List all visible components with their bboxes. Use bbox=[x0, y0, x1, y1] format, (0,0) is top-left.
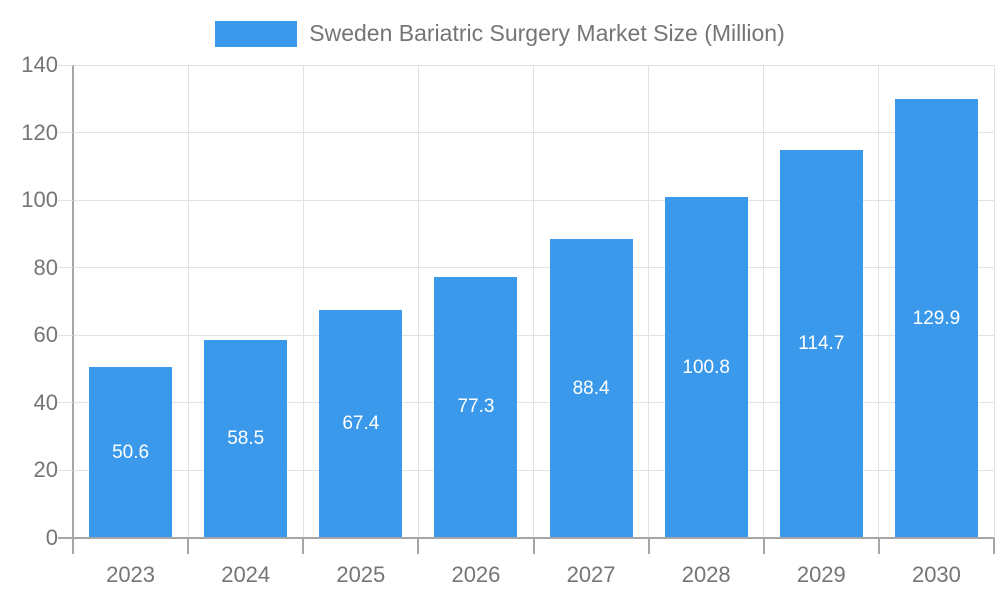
bar-value-label: 88.4 bbox=[572, 377, 610, 399]
bar[interactable]: 50.6 bbox=[89, 367, 173, 538]
x-gridline bbox=[533, 65, 534, 538]
bar-value-label: 50.6 bbox=[112, 441, 150, 463]
plot-area: 50.6 58.5 67.4 77.3 88.4 100.8 114.7 129.9 bbox=[73, 64, 995, 538]
x-tick-mark bbox=[762, 538, 765, 554]
y-axis-line bbox=[72, 65, 74, 538]
x-tick-mark bbox=[647, 538, 650, 554]
y-tick-label: 140 bbox=[21, 52, 58, 77]
y-tick-mark bbox=[58, 267, 73, 269]
x-tick-label: 2025 bbox=[336, 562, 386, 587]
y-tick-label: 0 bbox=[45, 525, 58, 550]
y-tick-mark bbox=[58, 199, 73, 201]
bar-value-label: 58.5 bbox=[227, 428, 265, 450]
bar-value-label: 67.4 bbox=[342, 413, 380, 435]
x-tick-mark bbox=[302, 538, 305, 554]
x-tick-label: 2027 bbox=[566, 562, 616, 587]
legend[interactable]: Sweden Bariatric Surgery Market Size (Mi… bbox=[0, 20, 1000, 47]
x-tick-mark bbox=[877, 538, 880, 554]
x-tick-label: 2024 bbox=[221, 562, 271, 587]
bar-value-label: 114.7 bbox=[798, 333, 845, 355]
x-gridline bbox=[417, 65, 419, 538]
x-gridline bbox=[993, 65, 995, 538]
y-tick-mark bbox=[58, 64, 73, 66]
y-tick-mark bbox=[58, 132, 73, 134]
bar-value-label: 77.3 bbox=[457, 396, 495, 418]
x-gridline bbox=[187, 65, 189, 538]
x-gridline bbox=[302, 65, 304, 538]
x-tick-mark bbox=[993, 538, 995, 554]
y-tick-mark bbox=[58, 402, 73, 404]
bar-value-label: 129.9 bbox=[912, 307, 961, 329]
y-tick-label: 20 bbox=[33, 457, 58, 483]
legend-swatch bbox=[215, 20, 298, 47]
bar[interactable]: 67.4 bbox=[319, 310, 403, 538]
bar-value-label: 100.8 bbox=[682, 356, 730, 378]
y-tick-label: 80 bbox=[33, 254, 58, 280]
bar[interactable]: 129.9 bbox=[894, 99, 978, 538]
bar[interactable]: 58.5 bbox=[204, 340, 288, 538]
legend-label: Sweden Bariatric Surgery Market Size (Mi… bbox=[309, 20, 785, 46]
x-tick-label: 2030 bbox=[911, 562, 961, 587]
y-tick-label: 100 bbox=[21, 187, 58, 213]
x-gridline bbox=[878, 65, 880, 538]
x-tick-mark bbox=[417, 538, 420, 554]
x-tick-mark bbox=[187, 538, 190, 554]
x-tick-label: 2028 bbox=[681, 562, 731, 587]
y-tick-label: 40 bbox=[33, 389, 58, 415]
bar[interactable]: 77.3 bbox=[434, 276, 518, 538]
y-tick-label: 60 bbox=[33, 322, 58, 348]
x-gridline bbox=[763, 65, 765, 538]
x-tick-mark bbox=[72, 538, 74, 554]
x-tick-mark bbox=[532, 538, 535, 554]
x-gridline bbox=[648, 65, 650, 538]
y-tick-mark bbox=[58, 469, 73, 471]
y-tick-mark bbox=[58, 334, 73, 336]
bar[interactable]: 88.4 bbox=[549, 239, 633, 538]
bar[interactable]: 114.7 bbox=[779, 150, 863, 538]
x-tick-label: 2023 bbox=[106, 562, 156, 587]
bar[interactable]: 100.8 bbox=[664, 197, 748, 538]
x-tick-label: 2026 bbox=[451, 562, 501, 587]
x-tick-label: 2029 bbox=[796, 562, 846, 587]
y-tick-label: 120 bbox=[21, 119, 58, 145]
x-axis-line bbox=[58, 537, 994, 539]
